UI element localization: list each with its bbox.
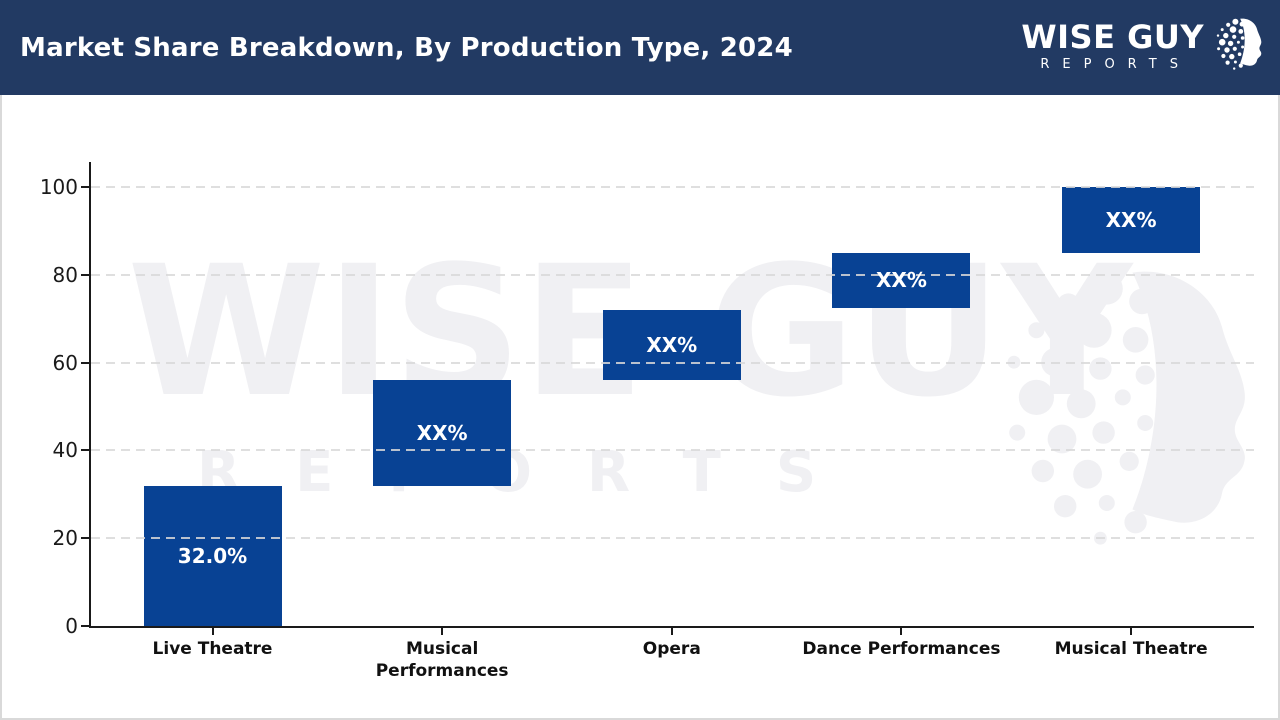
report-header: Market Share Breakdown, By Production Ty… xyxy=(0,0,1280,95)
gridline-40 xyxy=(91,449,1254,452)
bar-segment xyxy=(143,485,282,626)
y-axis-spine xyxy=(89,162,91,628)
x-category-label: Dance Performances xyxy=(802,639,1001,659)
bar-value-label: XX% xyxy=(416,420,468,445)
bar-segment xyxy=(602,309,741,381)
y-axis-tick-80 xyxy=(81,273,89,276)
dotted-head-logo-icon xyxy=(1216,18,1262,70)
gridline-80 xyxy=(91,273,1254,276)
bar-value-label: 32.0% xyxy=(177,543,248,568)
bar-value-label: XX% xyxy=(646,333,698,358)
plot-layer: 0 20 40 60 80 100 32.0% Live Theatre XX% Musical … xyxy=(2,95,1278,718)
x-category-label: Musical Theatre xyxy=(1054,639,1208,659)
y-axis-tick-label: 0 xyxy=(65,614,78,638)
x-axis-tick xyxy=(670,628,673,635)
bar-value-label: XX% xyxy=(1105,207,1157,232)
y-axis-tick-0 xyxy=(81,625,89,627)
page-title: Market Share Breakdown, By Production Ty… xyxy=(20,32,793,63)
logo-text: WISE GUY REPORTS xyxy=(1021,21,1204,72)
gridline-100 xyxy=(91,186,1254,188)
x-category-label: Musical Performances xyxy=(375,639,509,682)
logo-primary-text: WISE GUY xyxy=(1021,18,1204,57)
x-axis-tick xyxy=(211,628,214,635)
y-axis-tick-40 xyxy=(81,449,89,452)
gridline-60 xyxy=(91,361,1254,364)
gridline-20 xyxy=(91,537,1254,540)
wise-guy-logo: WISE GUY REPORTS xyxy=(1021,9,1280,85)
x-category-label: Live Theatre xyxy=(152,639,273,659)
chart-area: WISE GUY REPORTS 0 20 40 60 80 100 32.0% Live T… xyxy=(0,95,1280,720)
x-axis-spine xyxy=(89,626,1254,628)
bar-value-label: XX% xyxy=(875,268,927,293)
logo-secondary-text: REPORTS xyxy=(1040,56,1191,72)
x-axis-tick xyxy=(1130,628,1133,635)
x-axis-tick xyxy=(900,628,903,635)
y-axis-tick-label: 100 xyxy=(39,175,78,199)
y-axis-tick-label: 20 xyxy=(52,526,78,551)
bar-segment xyxy=(832,252,971,308)
bar-segment xyxy=(373,380,512,486)
bar-segment xyxy=(1062,187,1201,253)
y-axis-tick-100 xyxy=(81,186,89,188)
y-axis-tick-60 xyxy=(81,361,89,364)
y-axis-tick-label: 40 xyxy=(52,438,78,463)
x-category-label: Opera xyxy=(642,639,701,659)
y-axis-tick-label: 60 xyxy=(52,350,78,375)
y-axis-tick-label: 80 xyxy=(52,262,78,287)
x-axis-tick xyxy=(441,628,444,635)
y-axis-tick-20 xyxy=(81,537,89,540)
